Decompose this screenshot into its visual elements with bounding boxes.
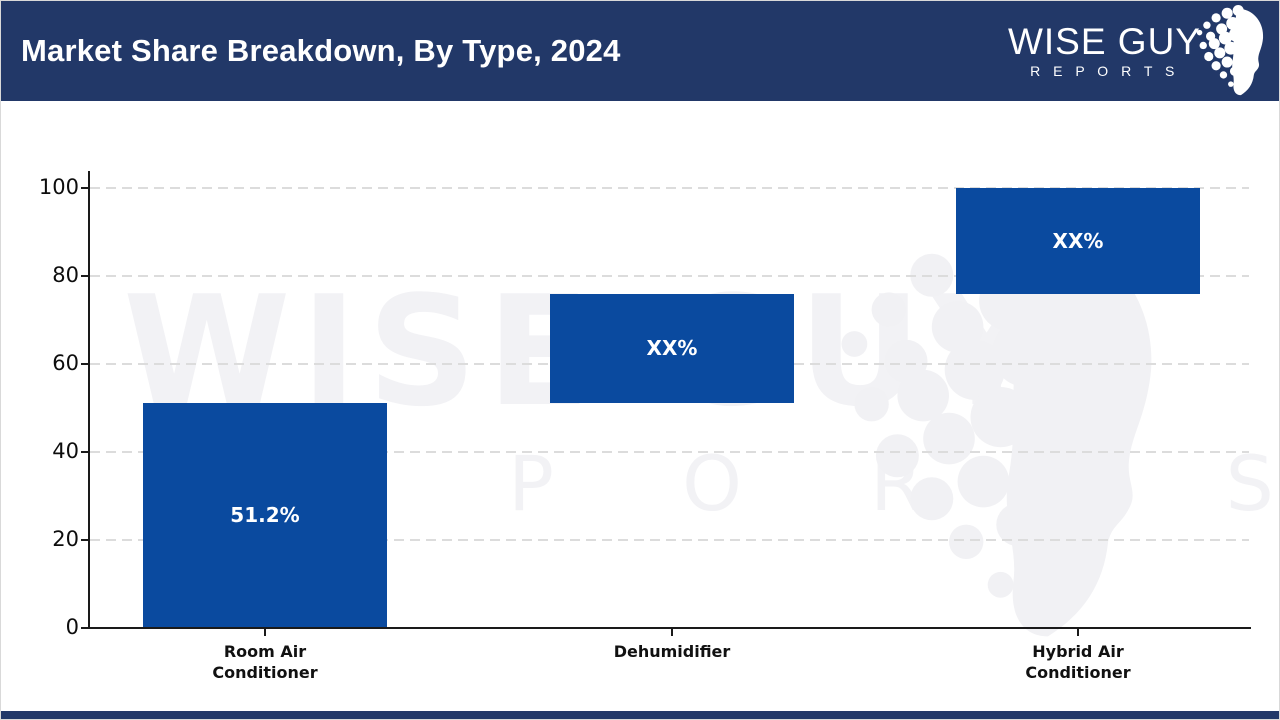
y-tick-mark-60 [81, 363, 88, 365]
page-title: Market Share Breakdown, By Type, 2024 [21, 33, 621, 68]
category-label-dehumidifier: Dehumidifier [613, 642, 731, 661]
bar-value-label-dehumidifier: XX% [646, 336, 698, 361]
y-tick-mark-20 [81, 539, 88, 541]
logo-reports-label: R E P O R T S [1030, 63, 1179, 79]
gridline-100 [90, 187, 1249, 189]
x-tick-mark-dehumidifier [671, 629, 673, 636]
x-tick-mark-hybrid-air-conditioner [1077, 629, 1079, 636]
y-axis-line [88, 171, 90, 629]
bar-hybrid-air-conditioner: XX% [956, 188, 1200, 295]
gridline-20 [90, 539, 1249, 541]
header: Market Share Breakdown, By Type, 2024 WI… [1, 1, 1279, 101]
y-tick-label-0: 0 [65, 615, 79, 639]
gridline-40 [90, 451, 1249, 453]
gridline-80 [90, 275, 1249, 277]
y-tick-mark-80 [81, 275, 88, 277]
y-tick-label-100: 100 [38, 175, 79, 199]
category-label-hybrid-air-conditioner: Hybrid Air Conditioner [1025, 642, 1131, 682]
dotted-head-icon [1196, 5, 1264, 96]
y-tick-label-20: 20 [52, 527, 79, 551]
y-tick-mark-40 [81, 451, 88, 453]
bar-value-label-room-air-conditioner: 51.2% [230, 503, 300, 528]
y-tick-label-40: 40 [52, 439, 79, 463]
bar-value-label-hybrid-air-conditioner: XX% [1052, 229, 1104, 254]
category-label-room-air-conditioner: Room Air Conditioner [212, 642, 318, 682]
bar-room-air-conditioner: 51.2% [143, 402, 387, 628]
y-tick-mark-100 [81, 187, 88, 189]
y-tick-mark-0 [81, 627, 88, 629]
bar-dehumidifier: XX% [550, 294, 794, 403]
x-tick-mark-room-air-conditioner [264, 629, 266, 636]
footer-bar [1, 711, 1279, 719]
wiseguy-logo: WISE GUY R E P O R T S [1008, 1, 1271, 101]
logo-wiseguy-label: WISE GUY [1007, 21, 1201, 62]
y-tick-label-60: 60 [52, 351, 79, 375]
logo-text: WISE GUY R E P O R T S [1008, 23, 1201, 79]
y-tick-label-80: 80 [52, 263, 79, 287]
x-axis-line [88, 627, 1251, 629]
